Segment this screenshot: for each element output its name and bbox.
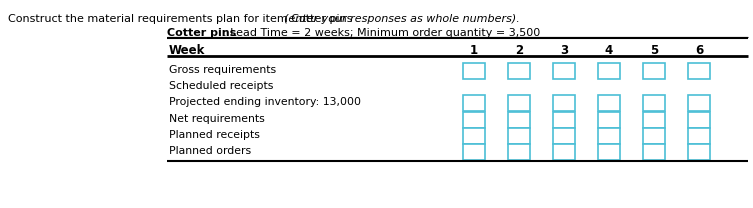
Bar	[643, 63, 665, 79]
Text: 5: 5	[650, 44, 658, 57]
Bar	[643, 95, 665, 111]
Text: 2: 2	[515, 44, 523, 57]
Bar	[508, 144, 530, 160]
Bar	[508, 95, 530, 111]
Bar	[553, 63, 575, 79]
Bar	[688, 128, 710, 144]
Bar	[553, 112, 575, 128]
Bar	[598, 112, 620, 128]
Text: Gross requirements: Gross requirements	[169, 65, 276, 75]
Text: (enter your responses as whole numbers).: (enter your responses as whole numbers).	[284, 14, 520, 24]
Bar	[508, 128, 530, 144]
Bar	[688, 112, 710, 128]
Bar	[598, 144, 620, 160]
Text: Planned receipts: Planned receipts	[169, 130, 260, 140]
Text: Planned orders: Planned orders	[169, 146, 251, 156]
Bar	[508, 112, 530, 128]
Bar	[598, 95, 620, 111]
Text: 3: 3	[560, 44, 568, 57]
Bar	[553, 128, 575, 144]
Bar	[598, 63, 620, 79]
Bar	[643, 144, 665, 160]
Bar	[463, 95, 485, 111]
Bar	[553, 95, 575, 111]
Text: Construct the material requirements plan for item Cotter pins: Construct the material requirements plan…	[8, 14, 356, 24]
Bar	[508, 63, 530, 79]
Bar	[463, 128, 485, 144]
Bar	[688, 63, 710, 79]
Bar	[463, 112, 485, 128]
Text: 4: 4	[605, 44, 613, 57]
Text: 1: 1	[470, 44, 478, 57]
Bar	[463, 144, 485, 160]
Bar	[598, 128, 620, 144]
Bar	[688, 144, 710, 160]
Text: 6: 6	[695, 44, 703, 57]
Bar	[643, 112, 665, 128]
Bar	[553, 144, 575, 160]
Bar	[643, 128, 665, 144]
Bar	[688, 95, 710, 111]
Text: Week: Week	[169, 44, 206, 57]
Text: Cotter pins: Cotter pins	[167, 28, 236, 38]
Text: Scheduled receipts: Scheduled receipts	[169, 81, 273, 91]
Bar	[463, 63, 485, 79]
Text: Projected ending inventory: 13,000: Projected ending inventory: 13,000	[169, 97, 361, 107]
Text: : Lead Time = 2 weeks; Minimum order quantity = 3,500: : Lead Time = 2 weeks; Minimum order qua…	[223, 28, 540, 38]
Text: Net requirements: Net requirements	[169, 114, 265, 124]
